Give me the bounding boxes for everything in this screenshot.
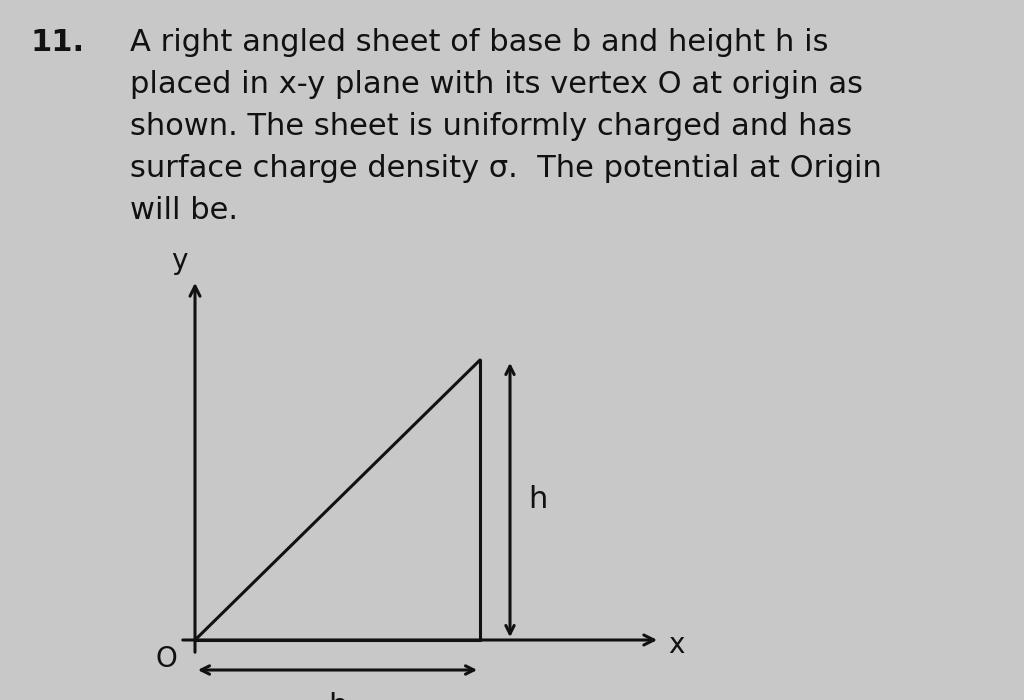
Text: 11.: 11. (30, 28, 84, 57)
Text: y: y (171, 247, 187, 275)
Text: h: h (528, 486, 548, 514)
Text: placed in x-y plane with its vertex O at origin as: placed in x-y plane with its vertex O at… (130, 70, 863, 99)
Text: x: x (668, 631, 684, 659)
Text: will be.: will be. (130, 196, 238, 225)
Text: surface charge density σ.  The potential at Origin: surface charge density σ. The potential … (130, 154, 882, 183)
Text: O: O (156, 645, 177, 673)
Text: shown. The sheet is uniformly charged and has: shown. The sheet is uniformly charged an… (130, 112, 852, 141)
Text: A right angled sheet of base b and height h is: A right angled sheet of base b and heigh… (130, 28, 828, 57)
Text: b: b (328, 692, 347, 700)
